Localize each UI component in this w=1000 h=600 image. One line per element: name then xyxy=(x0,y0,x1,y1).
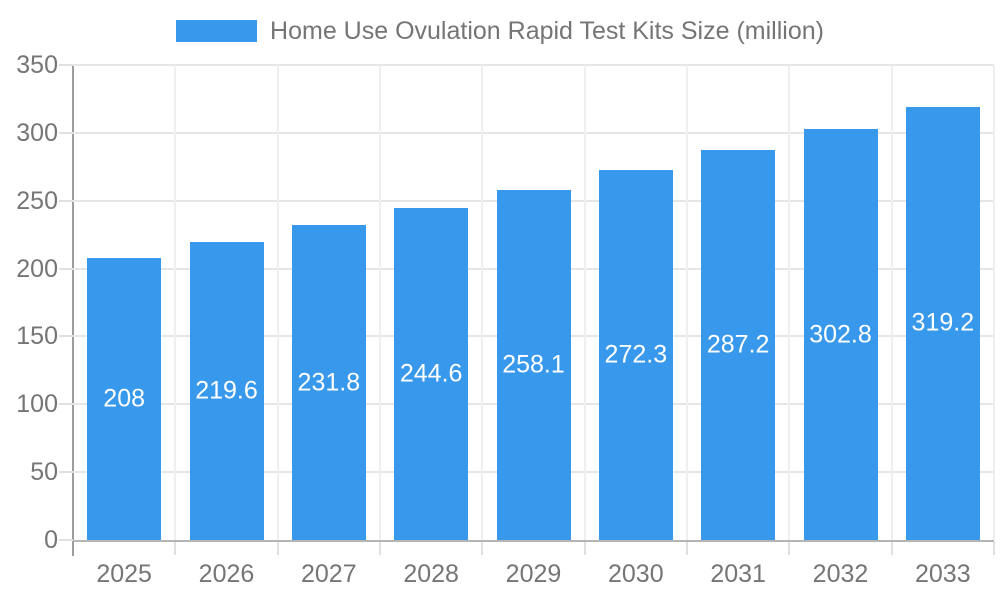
x-axis-tick xyxy=(174,542,177,555)
chart-legend: Home Use Ovulation Rapid Test Kits Size … xyxy=(0,17,1000,45)
bar-value-label: 272.3 xyxy=(604,340,668,369)
x-axis-label-2029: 2029 xyxy=(505,560,562,588)
y-axis-tick xyxy=(59,335,73,338)
gridline-x xyxy=(993,65,995,540)
y-axis-tick xyxy=(59,131,73,134)
x-axis-label-2025: 2025 xyxy=(96,560,152,588)
x-axis-label-2026: 2026 xyxy=(198,560,255,588)
gridline-x xyxy=(174,65,177,540)
bar-2028[interactable]: 244.6 xyxy=(394,208,469,540)
x-axis-label-2031: 2031 xyxy=(710,560,766,588)
x-axis-tick xyxy=(686,542,688,555)
x-axis-label-2027: 2027 xyxy=(301,560,357,588)
bar-2026[interactable]: 219.6 xyxy=(189,241,264,540)
x-axis-label-2033: 2033 xyxy=(915,560,971,588)
y-axis-label: 300 xyxy=(16,118,58,147)
gridline-x xyxy=(583,65,586,540)
x-axis-tick xyxy=(583,542,586,555)
y-axis-label: 200 xyxy=(16,254,58,283)
x-axis-tick xyxy=(993,542,995,555)
gridline-x xyxy=(379,65,381,540)
bar-value-label: 208 xyxy=(103,384,146,413)
y-axis-line xyxy=(72,65,74,556)
y-axis-tick xyxy=(59,403,73,406)
bar-2033[interactable]: 319.2 xyxy=(905,106,980,540)
y-axis-label: 250 xyxy=(16,186,58,215)
x-axis-tick xyxy=(72,542,74,555)
y-axis-tick xyxy=(59,539,73,541)
legend-swatch xyxy=(176,20,258,42)
bar-2025[interactable]: 208 xyxy=(87,257,162,540)
x-axis-tick xyxy=(276,542,279,555)
y-axis-tick xyxy=(59,64,73,66)
bar-value-label: 219.6 xyxy=(195,376,258,405)
bar-2029[interactable]: 258.1 xyxy=(496,189,571,540)
x-axis-tick xyxy=(481,542,484,555)
x-axis-tick xyxy=(379,542,381,555)
legend-label: Home Use Ovulation Rapid Test Kits Size … xyxy=(270,16,824,45)
bar-2032[interactable]: 302.8 xyxy=(803,129,878,540)
gridline-x xyxy=(481,65,484,540)
y-axis-tick xyxy=(59,267,73,270)
plot-area: 0 50 100 150 200 250 300 350 2025 208 2026 219.6 202… xyxy=(16,51,995,588)
gridline-x xyxy=(890,65,893,540)
gridline-x xyxy=(276,65,279,540)
x-axis-tick xyxy=(788,542,791,555)
x-axis-label-2032: 2032 xyxy=(812,560,869,588)
bar-value-label: 258.1 xyxy=(502,350,565,379)
y-axis-label: 350 xyxy=(16,51,58,79)
y-axis-label: 0 xyxy=(44,526,58,554)
bar-value-label: 287.2 xyxy=(706,330,770,359)
y-axis-label: 150 xyxy=(16,322,58,351)
x-axis-label-2028: 2028 xyxy=(403,560,459,588)
y-axis-label: 50 xyxy=(30,458,58,487)
gridline-x xyxy=(686,65,688,540)
x-axis-label-2030: 2030 xyxy=(608,560,664,588)
gridline-x xyxy=(788,65,791,540)
gridline-y-300 xyxy=(73,131,994,134)
bar-value-label: 231.8 xyxy=(297,368,361,397)
bar-2030[interactable]: 272.3 xyxy=(598,170,673,540)
bar-value-label: 244.6 xyxy=(399,359,463,388)
x-axis-line xyxy=(73,540,994,542)
y-axis-tick xyxy=(59,199,73,202)
bar-value-label: 302.8 xyxy=(809,320,872,349)
y-axis-label: 100 xyxy=(16,390,58,419)
x-axis-tick xyxy=(890,542,893,555)
bar-value-label: 319.2 xyxy=(911,308,975,337)
y-axis-tick xyxy=(59,471,73,474)
gridline-y-350 xyxy=(73,64,994,66)
bar-2031[interactable]: 287.2 xyxy=(701,150,776,540)
bar-2027[interactable]: 231.8 xyxy=(291,225,366,540)
